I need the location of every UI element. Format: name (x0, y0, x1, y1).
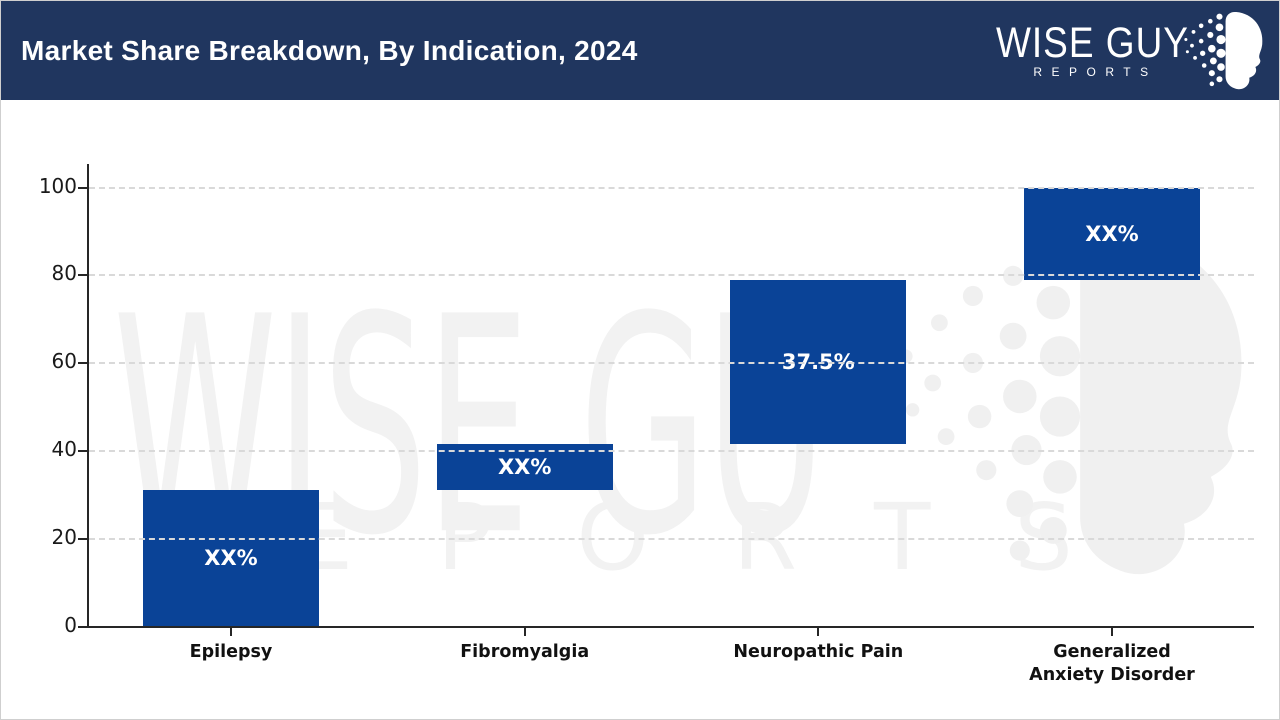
brand-subtitle: REPORTS (1033, 64, 1158, 79)
y-tick (78, 537, 87, 540)
y-tick (78, 362, 87, 365)
x-category-label: Fibromyalgia (460, 641, 590, 662)
page-title: Market Share Breakdown, By Indication, 2… (21, 34, 638, 66)
bar: XX% (143, 490, 319, 627)
y-tick (78, 274, 87, 277)
bar-value-label: 37.5% (781, 350, 855, 374)
x-tick (1111, 627, 1113, 636)
bar: 37.5% (730, 279, 907, 445)
y-tick-label: 60 (51, 349, 77, 374)
x-tick (817, 627, 820, 636)
y-tick-label: 80 (51, 261, 77, 286)
y-tick-label: 0 (64, 612, 77, 637)
x-category-label: Epilepsy (189, 641, 273, 662)
waterfall-chart: WISE GU REPORTS 0 20 40 60 80 100 XX% Epilepsy X… (1, 100, 1279, 719)
bar: XX% (436, 444, 613, 491)
brand-logo: WISE GUY REPORTS (996, 9, 1267, 93)
x-tick (230, 627, 232, 636)
y-tick (78, 186, 87, 189)
gridline (89, 537, 1254, 540)
bar-value-label: XX% (204, 546, 258, 571)
gridline (89, 362, 1254, 365)
brand-logo-text: WISE GUY REPORTS (995, 18, 1189, 79)
y-tick (78, 449, 87, 452)
y-tick-label: 40 (51, 436, 77, 461)
x-category-label: Generalized Anxiety Disorder (1029, 641, 1195, 686)
x-tick (523, 627, 526, 636)
bar-value-label: XX% (497, 455, 552, 480)
y-tick-label: 20 (51, 524, 77, 549)
brand-name: WISE GUY (995, 18, 1189, 66)
bar: XX% (1024, 187, 1200, 280)
gridline (89, 274, 1254, 277)
y-tick-label: 100 (38, 173, 77, 198)
gridline (89, 186, 1254, 189)
gridline (89, 449, 1254, 452)
y-tick (78, 625, 87, 628)
x-category-label: Neuropathic Pain (733, 641, 904, 662)
y-axis-line (87, 164, 89, 628)
bar-value-label: XX% (1085, 221, 1139, 246)
x-axis-line (87, 625, 1254, 628)
header: Market Share Breakdown, By Indication, 2… (1, 1, 1279, 100)
